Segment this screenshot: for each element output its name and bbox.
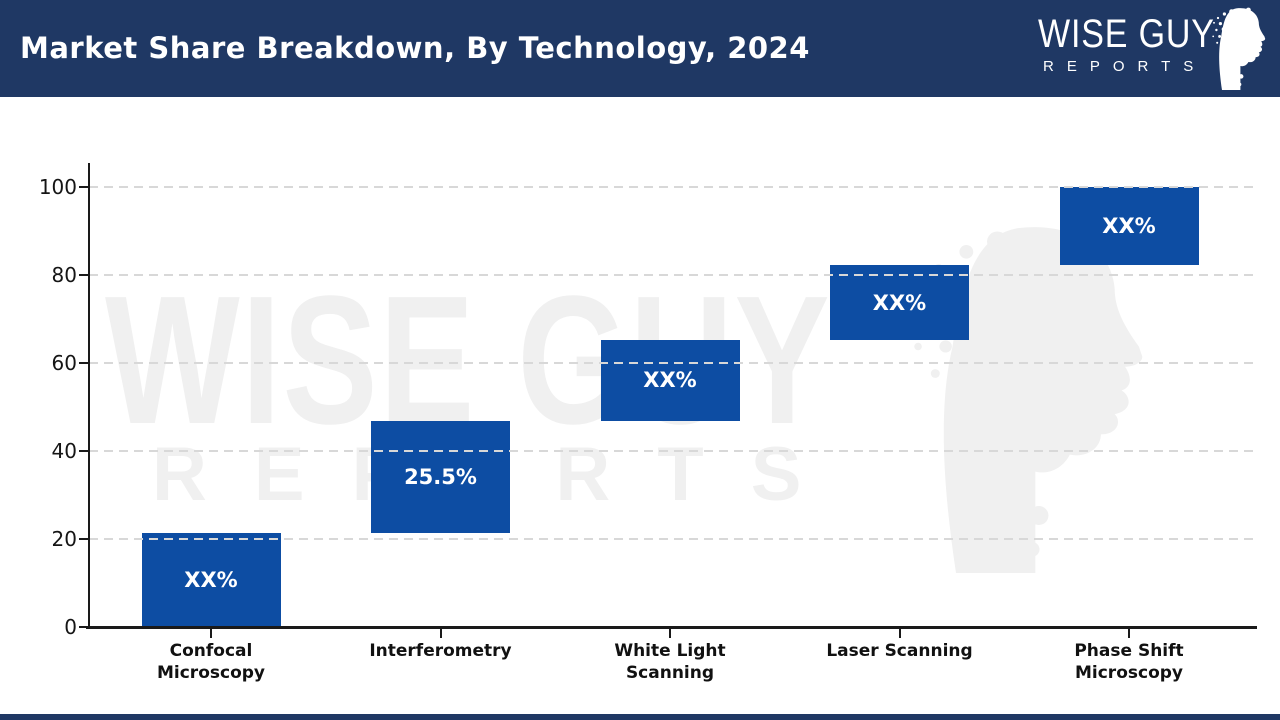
- y-axis-tick-label-0: 0: [64, 615, 77, 639]
- x-axis-tick-laser-scanning: [898, 629, 901, 638]
- bar-white-light-scanning: [600, 340, 740, 421]
- bar-value-label-confocal-microscopy: XX%: [184, 567, 238, 592]
- x-axis-tick-confocal-microscopy: [210, 629, 212, 638]
- y-axis-tick-100: [79, 186, 88, 188]
- y-axis-tick-80: [79, 274, 88, 276]
- x-axis-category-label-laser-scanning: Laser Scanning: [826, 641, 973, 661]
- wise-guy-reports-logo: WISE GUY REPORTS: [1038, 12, 1280, 92]
- bar-confocal-microscopy: [141, 532, 281, 627]
- bar-phase-shift-microscopy: [1059, 187, 1199, 265]
- header-band: Market Share Breakdown, By Technology, 2…: [0, 0, 1280, 97]
- y-axis-tick-60: [79, 362, 88, 364]
- y-axis-tick-label-20: 20: [51, 527, 77, 551]
- x-axis-tick-phase-shift-microscopy: [1128, 629, 1130, 638]
- y-axis-line: [88, 163, 90, 628]
- x-axis-category-label-white-light-scanning: White Light Scanning: [614, 641, 726, 684]
- x-axis-tick-white-light-scanning: [669, 629, 671, 638]
- footer-band: [0, 714, 1280, 720]
- gridline-60: [89, 362, 1256, 364]
- y-axis-tick-label-40: 40: [51, 439, 77, 463]
- y-axis-tick-0: [79, 626, 88, 628]
- bar-laser-scanning: [830, 264, 969, 341]
- y-axis-tick-label-60: 60: [51, 351, 77, 375]
- bar-value-label-laser-scanning: XX%: [872, 290, 927, 315]
- bar-value-label-phase-shift-microscopy: XX%: [1102, 213, 1156, 238]
- y-axis-tick-label-100: 100: [38, 175, 77, 199]
- x-axis-category-label-confocal-microscopy: Confocal Microscopy: [156, 641, 265, 684]
- logo-wordmark: WISE GUY: [1038, 12, 1215, 56]
- bar-value-label-white-light-scanning: XX%: [643, 368, 697, 393]
- gridline-80: [89, 274, 1256, 276]
- x-axis-tick-interferometry: [439, 629, 442, 638]
- chart-title: Market Share Breakdown, By Technology, 2…: [20, 31, 810, 65]
- gridline-20: [89, 538, 1256, 540]
- y-axis-tick-label-80: 80: [51, 263, 77, 287]
- gridline-100: [89, 186, 1256, 188]
- y-axis-tick-20: [79, 538, 88, 540]
- logo-subtitle: REPORTS: [1043, 58, 1207, 75]
- x-axis-category-label-phase-shift-microscopy: Phase Shift Microscopy: [1074, 641, 1184, 684]
- x-axis-line: [86, 626, 1257, 629]
- gridline-40: [89, 450, 1256, 452]
- bar-value-label-interferometry: 25.5%: [404, 464, 477, 489]
- bar-interferometry: [371, 420, 510, 533]
- x-axis-category-label-interferometry: Interferometry: [369, 641, 512, 661]
- wise-guy-head-icon: [1180, 6, 1280, 90]
- y-axis-tick-40: [79, 450, 88, 452]
